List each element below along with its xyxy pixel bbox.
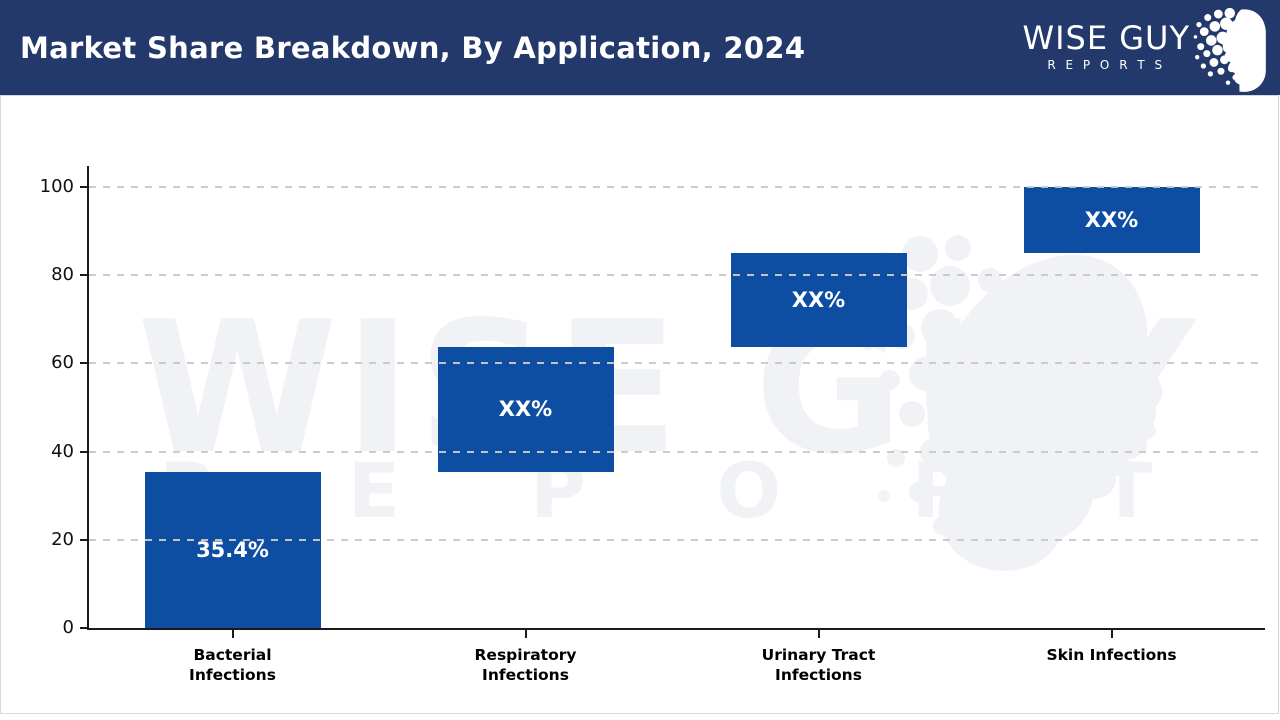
brand-logo-words: WISE GUY R E P O R T S	[1022, 20, 1190, 72]
y-tick-mark	[80, 450, 88, 453]
brand-subname: R E P O R T S	[1047, 57, 1166, 72]
chart-panel: WISE GUY R E P O R T S 0 20 40 60 80 100 35.4%…	[0, 95, 1279, 714]
dotted-head-icon	[1193, 7, 1266, 92]
bar-segment: 35.4%	[144, 471, 321, 628]
y-tick-label: 80	[51, 264, 74, 286]
y-tick-mark	[80, 538, 88, 541]
x-tick-mark	[1110, 630, 1113, 638]
gridline-60	[89, 362, 1263, 365]
gridline-20	[89, 538, 1263, 541]
x-category-label: Bacterial Infections	[189, 646, 276, 685]
y-tick-label: 60	[51, 352, 74, 374]
bar-segment: XX%	[730, 253, 907, 348]
y-tick-mark	[80, 186, 88, 188]
gridline-80	[89, 274, 1263, 277]
bar-segment: XX%	[437, 347, 614, 472]
plot-area: 0 20 40 60 80 100 35.4% Bacterial Infections XX%…	[1, 96, 1278, 713]
bar-segment: XX%	[1023, 187, 1200, 254]
y-tick-label: 100	[39, 176, 74, 197]
bar-value-label: XX%	[791, 288, 846, 313]
y-tick-mark	[80, 362, 88, 365]
brand-logo: WISE GUY R E P O R T S	[1012, 4, 1272, 92]
x-tick-mark	[817, 630, 820, 638]
x-axis-line	[87, 628, 1265, 630]
bar-value-label: XX%	[498, 397, 553, 422]
x-tick-mark	[524, 630, 527, 638]
y-tick-label: 0	[62, 617, 74, 638]
y-axis-line	[87, 166, 89, 630]
x-category-label: Skin Infections	[1046, 646, 1177, 664]
y-tick-label: 20	[51, 528, 74, 550]
y-tick-mark	[80, 627, 88, 629]
page-title: Market Share Breakdown, By Application, …	[20, 30, 806, 65]
x-tick-mark	[231, 630, 234, 638]
gridline-40	[89, 450, 1263, 453]
x-category-label: Urinary Tract Infections	[761, 646, 876, 685]
bar-value-label: XX%	[1084, 208, 1139, 233]
y-tick-mark	[80, 274, 88, 277]
gridline-100	[89, 186, 1263, 188]
brand-name: WISE GUY	[1022, 19, 1190, 57]
y-tick-label: 40	[51, 440, 74, 462]
bar-value-label: 35.4%	[196, 537, 269, 562]
x-category-label: Respiratory Infections	[474, 646, 577, 685]
header-bar: Market Share Breakdown, By Application, …	[0, 0, 1280, 95]
